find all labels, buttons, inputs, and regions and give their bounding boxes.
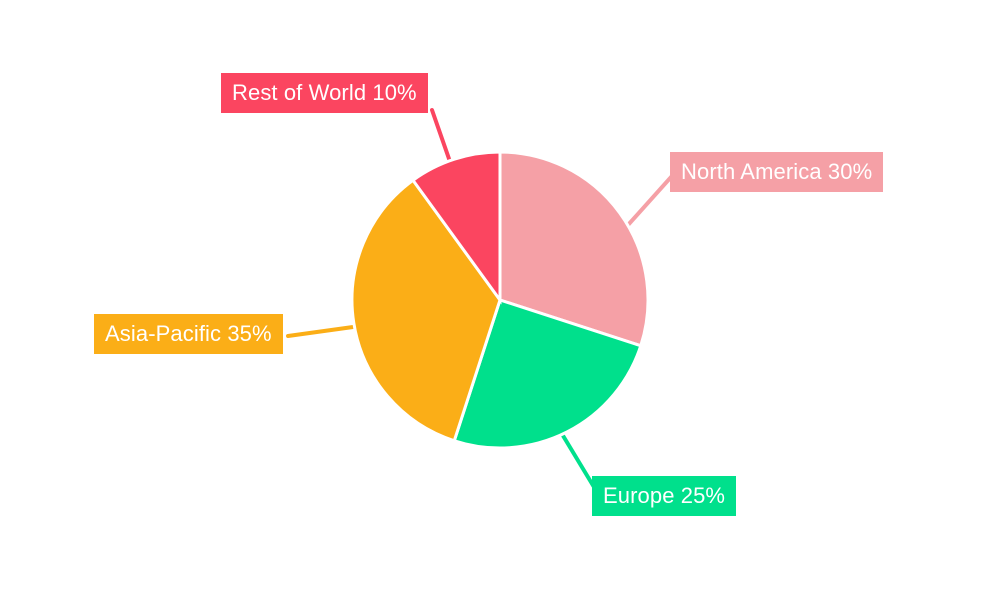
pie-slice-europe[interactable] <box>452 298 643 450</box>
leader-line-asia-pacific <box>286 325 355 338</box>
pie-slice-north-america[interactable] <box>498 150 650 348</box>
pie-label-asia-pacific: Asia-Pacific 35% <box>94 314 283 354</box>
pie-slice-rest-of-world[interactable] <box>410 150 502 305</box>
leader-line-north-america <box>626 174 674 227</box>
pie-label-europe: Europe 25% <box>592 476 737 516</box>
pie-slice-asia-pacific[interactable] <box>350 178 502 443</box>
pie-label-north-america: North America 30% <box>670 152 884 192</box>
pie-label-rest-of-world: Rest of World 10% <box>221 73 428 113</box>
